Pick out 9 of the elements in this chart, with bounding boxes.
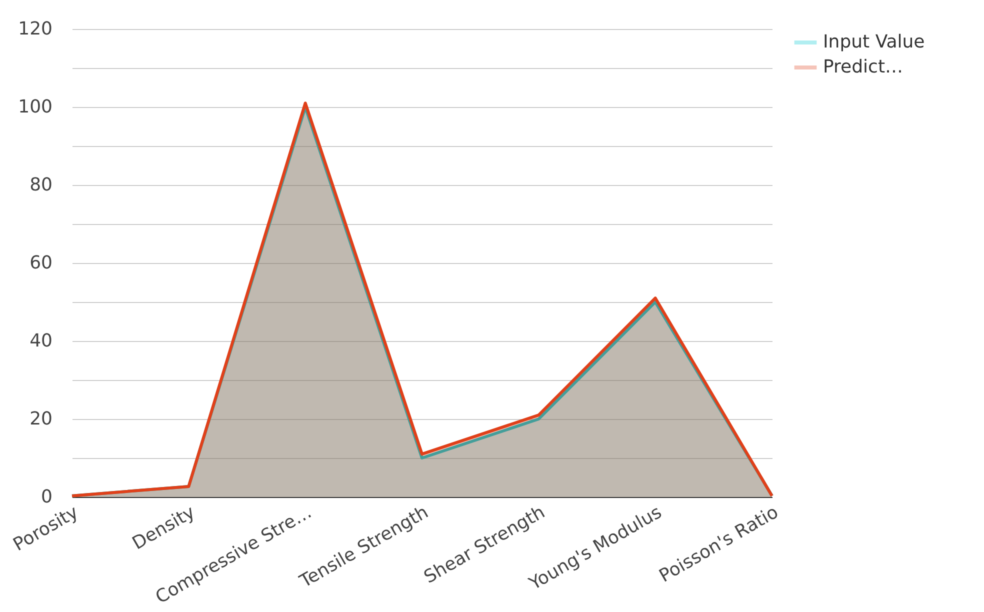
legend-label: Input Value xyxy=(823,32,925,52)
y-tick-label: 20 xyxy=(30,408,52,430)
y-tick-label: 100 xyxy=(18,96,52,118)
y-tick-label: 0 xyxy=(41,486,52,508)
legend-label: Predict… xyxy=(823,56,903,78)
y-tick-label: 80 xyxy=(30,174,52,196)
y-tick-label: 60 xyxy=(30,252,52,274)
y-tick-label: 120 xyxy=(18,18,52,40)
y-tick-label: 40 xyxy=(30,330,52,352)
